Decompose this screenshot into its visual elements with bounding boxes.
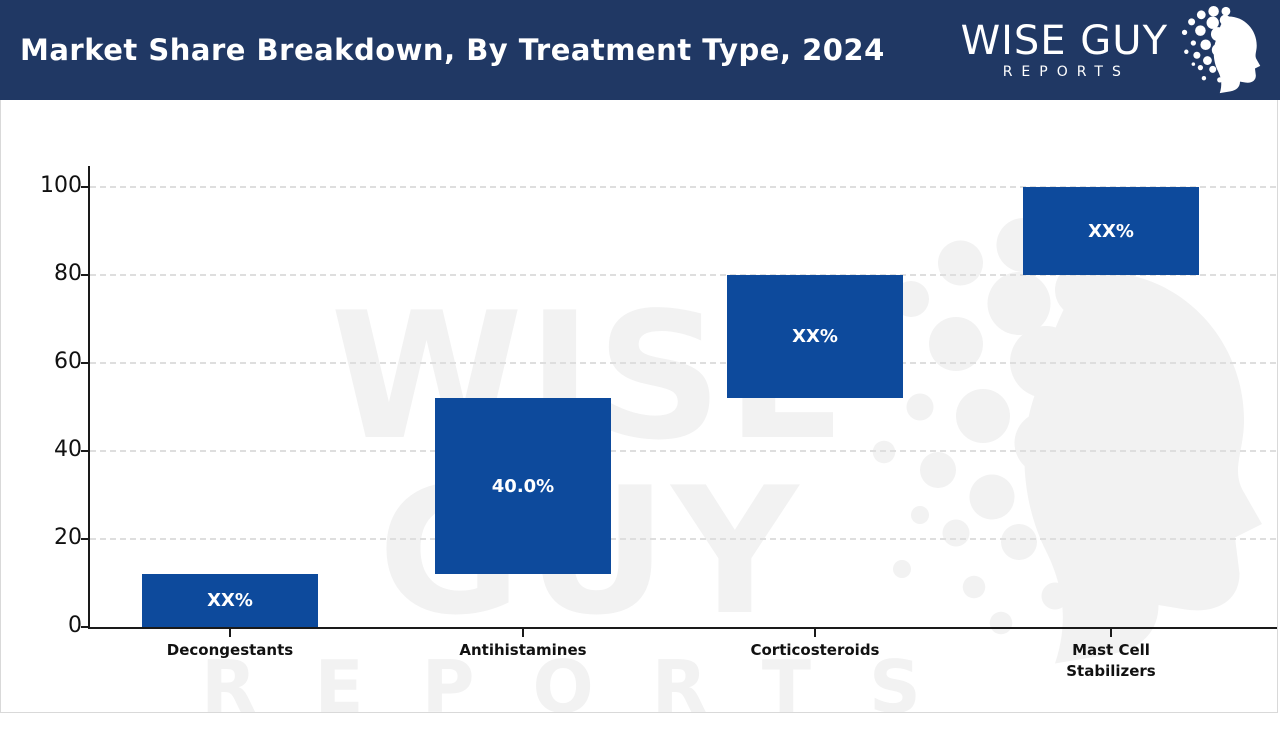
bar-segment-1: XX% (142, 574, 318, 627)
header-bar: Market Share Breakdown, By Treatment Typ… (0, 0, 1280, 100)
x-tick-mark (229, 629, 231, 637)
x-axis-line (88, 627, 1277, 629)
x-category-label: Decongestants (166, 641, 294, 659)
y-tick-label: 80 (54, 261, 82, 286)
x-tick-mark (814, 629, 816, 637)
brand-logo-text: WISE GUY REPORTS (961, 21, 1168, 79)
page-title: Market Share Breakdown, By Treatment Typ… (20, 33, 885, 67)
y-tick-label: 20 (54, 525, 82, 550)
gridline (90, 186, 1276, 188)
bar-value-label: XX% (207, 590, 253, 612)
bar-value-label: XX% (792, 326, 838, 348)
y-tick-label: 0 (68, 613, 82, 638)
bar-value-label: 40.0% (491, 475, 555, 497)
brand-name: WISE GUY (960, 18, 1168, 64)
y-tick-mark (81, 450, 89, 452)
brand-logo: WISE GUY REPORTS (961, 6, 1280, 94)
x-category-label: Mast Cell Stabilizers (1066, 641, 1156, 680)
head-silhouette-icon (1181, 6, 1261, 94)
brand-subtitle: REPORTS (1002, 64, 1130, 80)
gridline (90, 450, 1276, 452)
y-tick-label: 100 (40, 173, 82, 198)
x-category-label: Corticosteroids (750, 641, 880, 659)
y-tick-mark (81, 626, 89, 628)
bar-segment-2: 40.0% (435, 398, 611, 575)
x-tick-mark (1110, 629, 1112, 637)
gridline (90, 362, 1276, 364)
x-tick-mark (522, 629, 524, 637)
y-tick-label: 40 (54, 437, 82, 462)
gridline (90, 274, 1276, 276)
bar-value-label: XX% (1088, 220, 1134, 242)
bar-segment-4: XX% (1023, 187, 1199, 275)
y-tick-mark (81, 274, 89, 276)
watermark-subtitle: REPORTS (201, 645, 979, 729)
x-category-label: Antihistamines (459, 641, 587, 659)
bar-segment-3: XX% (727, 275, 903, 399)
y-axis-line (88, 166, 90, 629)
y-tick-mark (81, 186, 89, 188)
y-tick-label: 60 (54, 349, 82, 374)
y-tick-mark (81, 538, 89, 540)
y-tick-mark (81, 362, 89, 364)
gridline (90, 538, 1276, 540)
